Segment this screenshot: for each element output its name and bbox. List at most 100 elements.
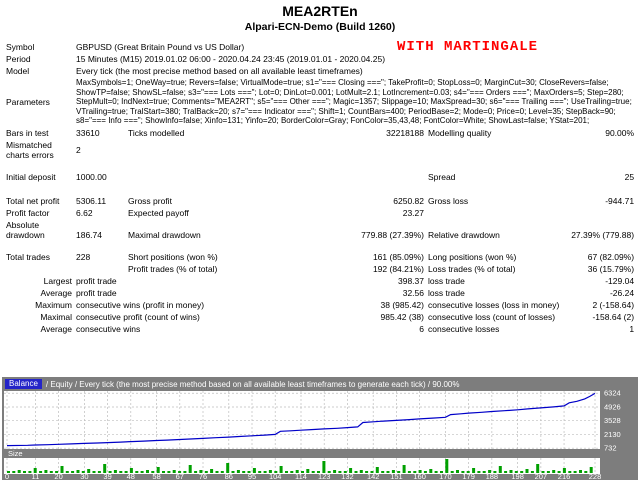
maximal-consecutive-profit-value: 985.42 (38) — [380, 311, 424, 322]
long-positions-label: Long positions (won %) — [428, 251, 517, 262]
modelling-quality-value: 90.00% — [605, 127, 635, 138]
largest-profit-trade-value: 398.37 — [398, 275, 424, 286]
svg-text:39: 39 — [103, 472, 111, 480]
bars-in-test-label: Bars in test — [6, 127, 49, 138]
svg-text:58: 58 — [152, 472, 160, 480]
empty-cell — [304, 171, 426, 183]
svg-text:4926: 4926 — [604, 402, 621, 411]
loss-trades-value: 36 (15.79%) — [587, 263, 635, 274]
maximal-consecutive-profit-label: consecutive profit (count of wins) — [76, 311, 200, 322]
table-row-largest: Largest profit trade 398.37 loss trade -… — [4, 275, 636, 287]
average-loss-trade-value: -26.24 — [609, 287, 635, 298]
model-value: Every tick (the most precise method base… — [76, 66, 363, 76]
parameters-value: MaxSymbols=1; OneWay=true; Revers=false;… — [76, 78, 632, 125]
svg-text:160: 160 — [413, 472, 426, 480]
largest-loss-trade-label: loss trade — [428, 275, 465, 286]
average-consecutive-label: Average — [40, 323, 72, 334]
spacer-row — [4, 161, 636, 171]
svg-text:151: 151 — [390, 472, 403, 480]
svg-text:132: 132 — [341, 472, 354, 480]
total-trades-value: 228 — [76, 251, 91, 262]
long-positions-value: 67 (82.09%) — [587, 251, 635, 262]
table-row-profitfactor: Profit factor 6.62 Expected payoff 23.27 — [4, 207, 636, 219]
svg-text:11: 11 — [31, 472, 39, 480]
absolute-drawdown-value: 186.74 — [76, 229, 102, 240]
table-row-symbol: Symbol GBPUSD (Great Britain Pound vs US… — [4, 41, 636, 53]
spread-label: Spread — [428, 171, 456, 182]
initial-deposit-label: Initial deposit — [6, 171, 56, 182]
svg-text:188: 188 — [486, 472, 499, 480]
total-net-profit-label: Total net profit — [6, 195, 60, 206]
absolute-drawdown-label: Absolute drawdown — [6, 219, 45, 240]
empty-cell — [564, 207, 636, 219]
model-label: Model — [6, 66, 30, 76]
gross-loss-value: -944.71 — [605, 195, 635, 206]
average-profit-trade-value: 32.56 — [402, 287, 424, 298]
short-positions-label: Short positions (won %) — [128, 251, 218, 262]
gross-profit-value: 6250.82 — [393, 195, 424, 206]
average-profit-trade-label: profit trade — [76, 287, 117, 298]
empty-cell — [74, 263, 126, 275]
svg-text:3528: 3528 — [604, 416, 621, 425]
table-row-average: Average profit trade 32.56 loss trade -2… — [4, 287, 636, 299]
table-row-deposit: Initial deposit 1000.00 Spread 25 — [4, 171, 636, 183]
avg-consecutive-losses-label: consecutive losses — [428, 323, 500, 334]
symbol-value: GBPUSD (Great Britain Pound vs US Dollar… — [76, 42, 245, 52]
maximum-label: Maximum — [35, 299, 72, 310]
relative-drawdown-value: 27.39% (779.88) — [571, 229, 635, 240]
table-row-mismatch: Mismatched charts errors 2 — [4, 139, 636, 161]
svg-text:76: 76 — [199, 472, 207, 480]
expected-payoff-label: Expected payoff — [128, 207, 189, 218]
empty-cell — [126, 139, 636, 161]
relative-drawdown-label: Relative drawdown — [428, 229, 500, 240]
short-positions-value: 161 (85.09%) — [372, 251, 424, 262]
avg-consecutive-wins-label: consecutive wins — [76, 323, 141, 334]
svg-text:104: 104 — [269, 472, 282, 480]
svg-text:67: 67 — [176, 472, 184, 480]
table-row-netprofit: Total net profit 5306.11 Gross profit 62… — [4, 195, 636, 207]
svg-text:142: 142 — [367, 472, 380, 480]
average-label: Average — [40, 287, 72, 298]
largest-loss-trade-value: -129.04 — [605, 275, 635, 286]
bars-in-test-value: 33610 — [76, 127, 100, 138]
period-value: 15 Minutes (M15) 2019.01.02 06:00 - 2020… — [76, 54, 386, 64]
maximal-drawdown-label: Maximal drawdown — [128, 229, 201, 240]
maximal-consecutive-loss-value: -158.64 (2) — [592, 311, 635, 322]
mismatched-charts-value: 2 — [76, 144, 81, 155]
largest-profit-trade-label: profit trade — [76, 275, 117, 286]
table-row-model: Model Every tick (the most precise metho… — [4, 65, 636, 77]
table-row-profittrades: Profit trades (% of total) 192 (84.21%) … — [4, 263, 636, 275]
empty-cell — [426, 207, 564, 219]
initial-deposit-value: 1000.00 — [76, 171, 107, 182]
empty-cell — [4, 183, 636, 195]
martingale-watermark: WITH MARTINGALE — [397, 39, 539, 55]
ticks-modelled-value: 32218188 — [386, 127, 424, 138]
table-row-maximum: Maximum consecutive wins (profit in mone… — [4, 299, 636, 311]
loss-trades-label: Loss trades (% of total) — [428, 263, 516, 274]
svg-text:216: 216 — [558, 472, 571, 480]
svg-text:86: 86 — [225, 472, 233, 480]
total-net-profit-value: 5306.11 — [76, 195, 107, 206]
largest-label: Largest — [43, 275, 72, 286]
max-consecutive-losses-value: 2 (-158.64) — [592, 299, 635, 310]
page-title: MEA2RTEn — [282, 3, 358, 19]
svg-text:2130: 2130 — [604, 430, 621, 439]
svg-text:20: 20 — [54, 472, 62, 480]
svg-text:Size: Size — [8, 449, 23, 458]
gross-loss-label: Gross loss — [428, 195, 469, 206]
empty-cell — [126, 171, 304, 183]
period-label: Period — [6, 54, 31, 64]
report-subtitle: Alpari-ECN-Demo (Build 1260) — [244, 21, 396, 33]
profit-trades-value: 192 (84.21%) — [372, 263, 424, 274]
table-row-drawdown: Absolute drawdown 186.74 Maximal drawdow… — [4, 219, 636, 241]
spread-value: 25 — [624, 171, 635, 182]
avg-consecutive-wins-value: 6 — [419, 323, 424, 334]
svg-text:6324: 6324 — [604, 390, 621, 398]
svg-text:30: 30 — [80, 472, 88, 480]
gross-profit-label: Gross profit — [128, 195, 172, 206]
svg-text:114: 114 — [295, 472, 307, 480]
svg-text:207: 207 — [535, 472, 548, 480]
max-consecutive-wins-value: 38 (985.42) — [380, 299, 424, 310]
total-trades-label: Total trades — [6, 251, 50, 262]
empty-cell — [4, 241, 636, 251]
